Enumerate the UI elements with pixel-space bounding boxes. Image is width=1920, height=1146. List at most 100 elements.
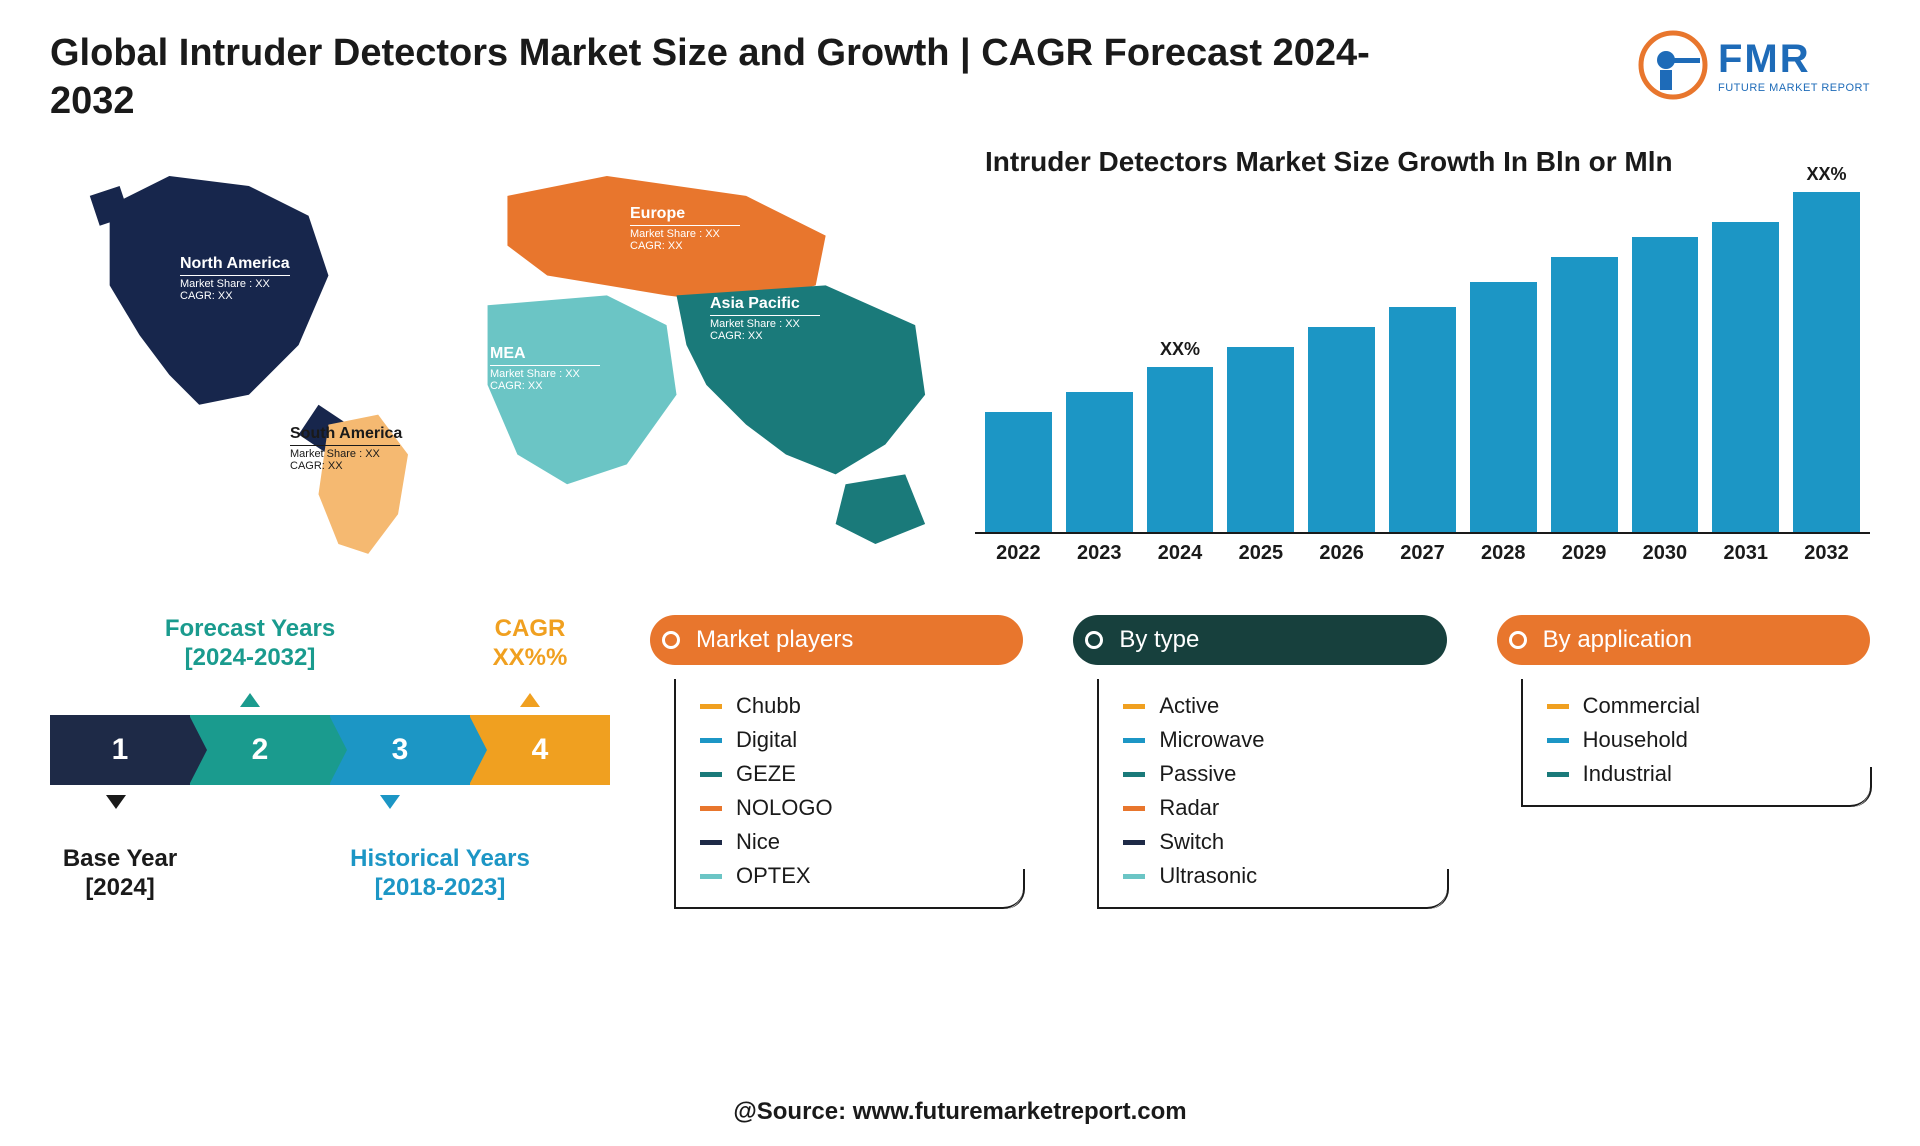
bar	[1470, 282, 1537, 532]
pill-header: By type	[1073, 615, 1446, 665]
pill-item: Radar	[1123, 791, 1446, 825]
region-mea-name: MEA	[490, 345, 600, 363]
pill-block: By type Active Microwave Passive Radar Switch…	[1073, 615, 1446, 909]
pill-block: Market playersChubbDigitalGEZENOLOGONice…	[650, 615, 1023, 909]
pill-header: By application	[1497, 615, 1870, 665]
arrow-down-icon	[380, 795, 400, 809]
timeline-segment: 2	[190, 715, 330, 785]
region-ap-name: Asia Pacific	[710, 295, 820, 313]
bar-annotation: XX%	[1807, 164, 1847, 186]
tl-cagr-label: CAGR	[470, 615, 590, 644]
xtick: 2026	[1308, 542, 1375, 565]
dash-icon	[1123, 738, 1145, 743]
timeline-segment: 3	[330, 715, 470, 785]
pill-item-label: NOLOGO	[736, 795, 833, 821]
bar-col	[1066, 392, 1133, 532]
tl-base-label: Base Year	[50, 845, 190, 874]
tl-forecast-range: [2024-2032]	[150, 644, 350, 673]
dash-icon	[700, 806, 722, 811]
brand-logo: FMR FUTURE MARKET REPORT	[1638, 30, 1870, 100]
region-mea-share: Market Share : XX	[490, 368, 600, 380]
pill-dot-icon	[1509, 631, 1527, 649]
pill-item: NOLOGO	[700, 791, 1023, 825]
region-sa-share: Market Share : XX	[290, 448, 402, 460]
page-title: Global Intruder Detectors Market Size an…	[50, 30, 1450, 125]
pill-title: Market players	[696, 626, 853, 654]
region-ap-cagr: CAGR: XX	[710, 330, 820, 342]
dash-icon	[700, 704, 722, 709]
region-sa-cagr: CAGR: XX	[290, 460, 402, 472]
dash-icon	[1547, 738, 1569, 743]
tl-base-range: [2024]	[50, 874, 190, 903]
pill-item-label: Commercial	[1583, 693, 1700, 719]
timeline-segment: 4	[470, 715, 610, 785]
pill-header: Market players	[650, 615, 1023, 665]
pill-item-label: GEZE	[736, 761, 796, 787]
region-na	[90, 176, 349, 454]
logo-subtitle: FUTURE MARKET REPORT	[1718, 82, 1870, 94]
bar-col	[1551, 257, 1618, 532]
region-mea-cagr: CAGR: XX	[490, 380, 600, 392]
xtick: 2028	[1470, 542, 1537, 565]
tl-hist-range: [2018-2023]	[330, 874, 550, 903]
bar	[1066, 392, 1133, 532]
region-sa-name: South America	[290, 425, 402, 443]
bar-col	[1308, 327, 1375, 532]
dash-icon	[700, 772, 722, 777]
tl-hist-label: Historical Years	[330, 845, 550, 874]
pill-item-label: Passive	[1159, 761, 1236, 787]
pill-list: ChubbDigitalGEZENOLOGONiceOPTEX	[674, 679, 1023, 909]
pill-title: By application	[1543, 626, 1692, 654]
pill-item: Ultrasonic	[1123, 859, 1446, 893]
dash-icon	[1123, 772, 1145, 777]
xtick: 2025	[1227, 542, 1294, 565]
bar	[1551, 257, 1618, 532]
pill-item-label: Radar	[1159, 795, 1219, 821]
pill-item: Microwave	[1123, 723, 1446, 757]
dash-icon	[700, 840, 722, 845]
world-map: North America Market Share : XX CAGR: XX…	[50, 145, 945, 565]
pill-item-label: Household	[1583, 727, 1688, 753]
dash-icon	[1123, 806, 1145, 811]
pill-dot-icon	[662, 631, 680, 649]
dash-icon	[1123, 874, 1145, 879]
bar-col	[1632, 237, 1699, 532]
xtick: 2031	[1712, 542, 1779, 565]
pill-item: Commercial	[1547, 689, 1870, 723]
pill-item: Switch	[1123, 825, 1446, 859]
dash-icon	[700, 874, 722, 879]
pill-item: OPTEX	[700, 859, 1023, 893]
region-eu-cagr: CAGR: XX	[630, 240, 740, 252]
bar	[1793, 192, 1860, 532]
pill-dot-icon	[1085, 631, 1103, 649]
xtick: 2032	[1793, 542, 1860, 565]
pill-item: Nice	[700, 825, 1023, 859]
pill-item-label: Microwave	[1159, 727, 1264, 753]
bar	[1147, 367, 1214, 532]
region-ap-share: Market Share : XX	[710, 318, 820, 330]
region-eu-name: Europe	[630, 205, 740, 223]
timeline-segment: 1	[50, 715, 190, 785]
dash-icon	[1123, 704, 1145, 709]
pill-item-label: OPTEX	[736, 863, 811, 889]
arrow-up-icon	[240, 693, 260, 707]
pill-item: GEZE	[700, 757, 1023, 791]
bar-col	[1470, 282, 1537, 532]
dash-icon	[1547, 704, 1569, 709]
tl-forecast-label: Forecast Years	[150, 615, 350, 644]
pill-item: Active	[1123, 689, 1446, 723]
xtick: 2023	[1066, 542, 1133, 565]
timeline: Forecast Years [2024-2032] CAGR XX%% 123…	[50, 615, 610, 785]
pill-item-label: Ultrasonic	[1159, 863, 1257, 889]
pill-item-label: Switch	[1159, 829, 1224, 855]
region-na-share: Market Share : XX	[180, 278, 290, 290]
bar-col: XX%	[1147, 367, 1214, 532]
pill-item: Digital	[700, 723, 1023, 757]
region-na-name: North America	[180, 255, 290, 273]
bar	[1308, 327, 1375, 532]
logo-brand: FMR	[1718, 37, 1870, 82]
arrow-up-icon	[520, 693, 540, 707]
xtick: 2024	[1147, 542, 1214, 565]
fmr-logo-icon	[1638, 30, 1708, 100]
bar-col	[1389, 307, 1456, 532]
